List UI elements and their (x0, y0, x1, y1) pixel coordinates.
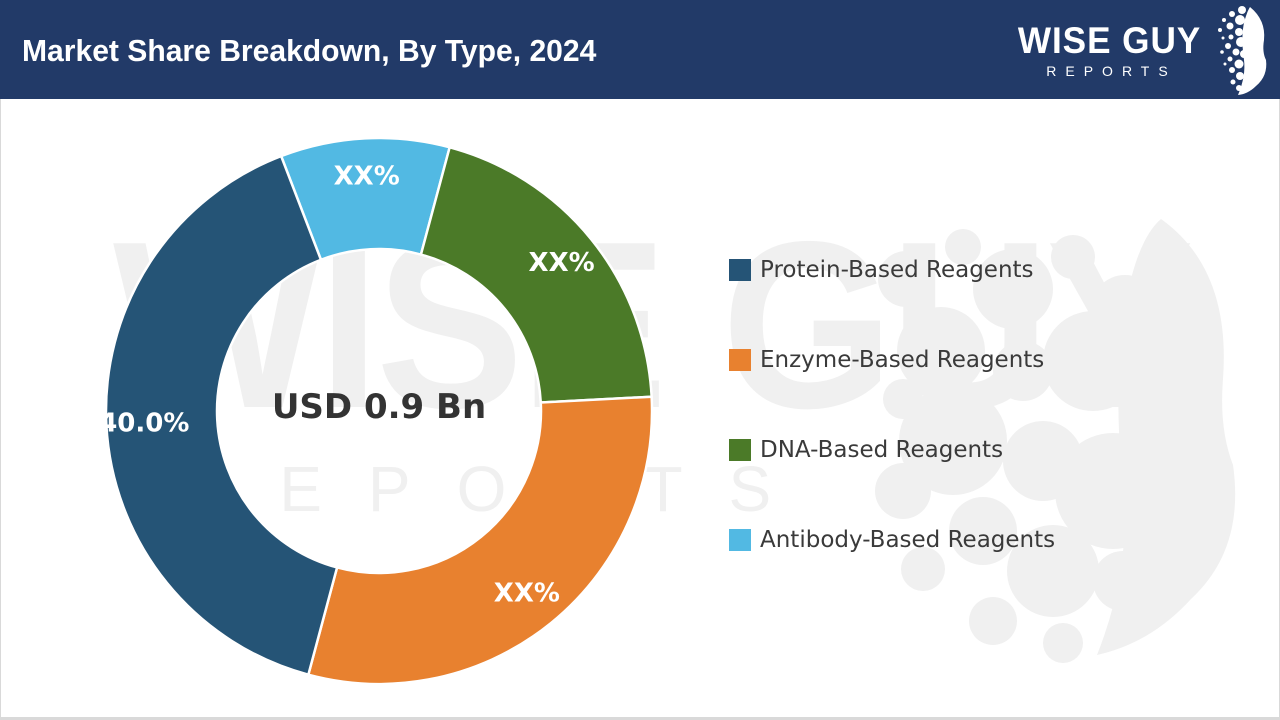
legend-item-enzyme: Enzyme-Based Reagents (729, 347, 1055, 373)
brand-logo-line1: WISE GUY (1017, 20, 1202, 61)
donut-segment-protein-based-reagents (104, 154, 339, 676)
legend-item-dna: DNA-Based Reagents (729, 437, 1055, 463)
legend-swatch-enzyme (729, 349, 751, 371)
legend-label-dna: DNA-Based Reagents (760, 437, 1004, 463)
legend-swatch-dna (729, 439, 751, 461)
logo-head-icon (1218, 6, 1267, 95)
brand-logo-line2: REPORTS (1046, 63, 1177, 79)
legend-swatch-protein (729, 259, 751, 281)
header-bar: Market Share Breakdown, By Type, 2024 WI… (0, 0, 1280, 99)
segment-value-label: 40.0% (99, 408, 189, 438)
legend-label-antibody: Antibody-Based Reagents (760, 527, 1056, 553)
brand-logo-text: WISE GUY REPORTS (1013, 22, 1206, 79)
chart-canvas: WISE GUY REPORTS XX% XX% XX% 40.0% USD 0.9 … (0, 99, 1280, 720)
legend-swatch-antibody (729, 529, 751, 551)
donut-chart: XX% XX% XX% 40.0% (99, 136, 654, 686)
donut-segment-enzyme-based-reagents (307, 395, 654, 686)
chart-legend: Protein-Based Reagents Enzyme-Based Reag… (729, 257, 1056, 553)
segment-value-label: XX% (334, 161, 400, 191)
donut-center-value: USD 0.9 Bn (271, 387, 487, 427)
brand-logo: WISE GUY REPORTS (1013, 4, 1268, 96)
segment-value-label: XX% (529, 248, 595, 278)
page-title: Market Share Breakdown, By Type, 2024 (22, 33, 597, 68)
legend-label-protein: Protein-Based Reagents (760, 257, 1034, 283)
legend-item-protein: Protein-Based Reagents (729, 257, 1055, 283)
legend-item-antibody: Antibody-Based Reagents (729, 527, 1056, 553)
legend-label-enzyme: Enzyme-Based Reagents (760, 347, 1045, 373)
segment-value-label: XX% (494, 579, 560, 609)
donut-segment-dna-based-reagents (419, 146, 653, 404)
